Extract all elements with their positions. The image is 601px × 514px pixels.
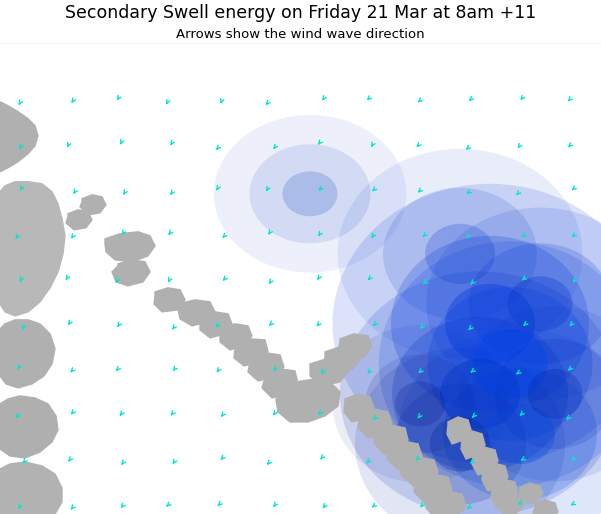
Ellipse shape [338, 149, 582, 359]
Ellipse shape [332, 184, 601, 464]
Polygon shape [80, 195, 106, 215]
Ellipse shape [392, 317, 568, 471]
Polygon shape [401, 457, 438, 486]
Ellipse shape [427, 287, 593, 441]
Polygon shape [374, 425, 408, 454]
Ellipse shape [282, 171, 338, 216]
Polygon shape [482, 463, 508, 491]
Ellipse shape [394, 383, 526, 505]
Ellipse shape [495, 339, 601, 449]
Ellipse shape [430, 416, 490, 471]
Polygon shape [262, 369, 298, 398]
Ellipse shape [472, 329, 548, 399]
Polygon shape [154, 288, 185, 312]
Ellipse shape [440, 359, 520, 429]
Polygon shape [472, 447, 498, 475]
Polygon shape [387, 441, 422, 470]
Ellipse shape [443, 368, 597, 500]
Polygon shape [66, 210, 92, 230]
Ellipse shape [397, 329, 601, 514]
Polygon shape [0, 102, 38, 172]
Ellipse shape [528, 369, 582, 419]
Polygon shape [105, 232, 155, 262]
Ellipse shape [485, 404, 555, 464]
Ellipse shape [379, 241, 601, 486]
Polygon shape [338, 334, 372, 361]
Polygon shape [234, 339, 268, 366]
Polygon shape [358, 409, 392, 438]
Polygon shape [276, 379, 340, 422]
Text: Secondary Swell energy on Friday 21 Mar at 8am +11: Secondary Swell energy on Friday 21 Mar … [65, 4, 536, 22]
Ellipse shape [425, 224, 495, 284]
Polygon shape [0, 462, 62, 514]
Text: Arrows show the wind wave direction: Arrows show the wind wave direction [176, 28, 425, 41]
Ellipse shape [507, 277, 573, 332]
Polygon shape [519, 483, 543, 504]
Ellipse shape [249, 144, 370, 243]
Polygon shape [426, 491, 466, 514]
Polygon shape [178, 300, 215, 326]
Polygon shape [0, 396, 58, 458]
Ellipse shape [332, 325, 507, 483]
Ellipse shape [340, 271, 601, 514]
Polygon shape [344, 394, 374, 422]
Polygon shape [491, 479, 518, 508]
Polygon shape [533, 500, 558, 514]
Polygon shape [0, 182, 65, 316]
Ellipse shape [469, 243, 601, 364]
Ellipse shape [365, 354, 475, 453]
Polygon shape [461, 431, 485, 459]
Polygon shape [248, 353, 284, 381]
Ellipse shape [355, 347, 565, 514]
Ellipse shape [426, 208, 601, 400]
Polygon shape [220, 324, 252, 350]
Polygon shape [0, 320, 55, 388]
Ellipse shape [383, 188, 537, 320]
Polygon shape [112, 260, 150, 286]
Ellipse shape [214, 115, 406, 272]
Polygon shape [447, 417, 471, 444]
Ellipse shape [391, 236, 589, 412]
Polygon shape [200, 312, 232, 338]
Polygon shape [324, 347, 360, 374]
Polygon shape [499, 495, 523, 514]
Ellipse shape [395, 381, 445, 427]
Ellipse shape [445, 284, 535, 364]
Ellipse shape [459, 306, 601, 482]
Polygon shape [414, 474, 452, 504]
Polygon shape [310, 359, 348, 386]
